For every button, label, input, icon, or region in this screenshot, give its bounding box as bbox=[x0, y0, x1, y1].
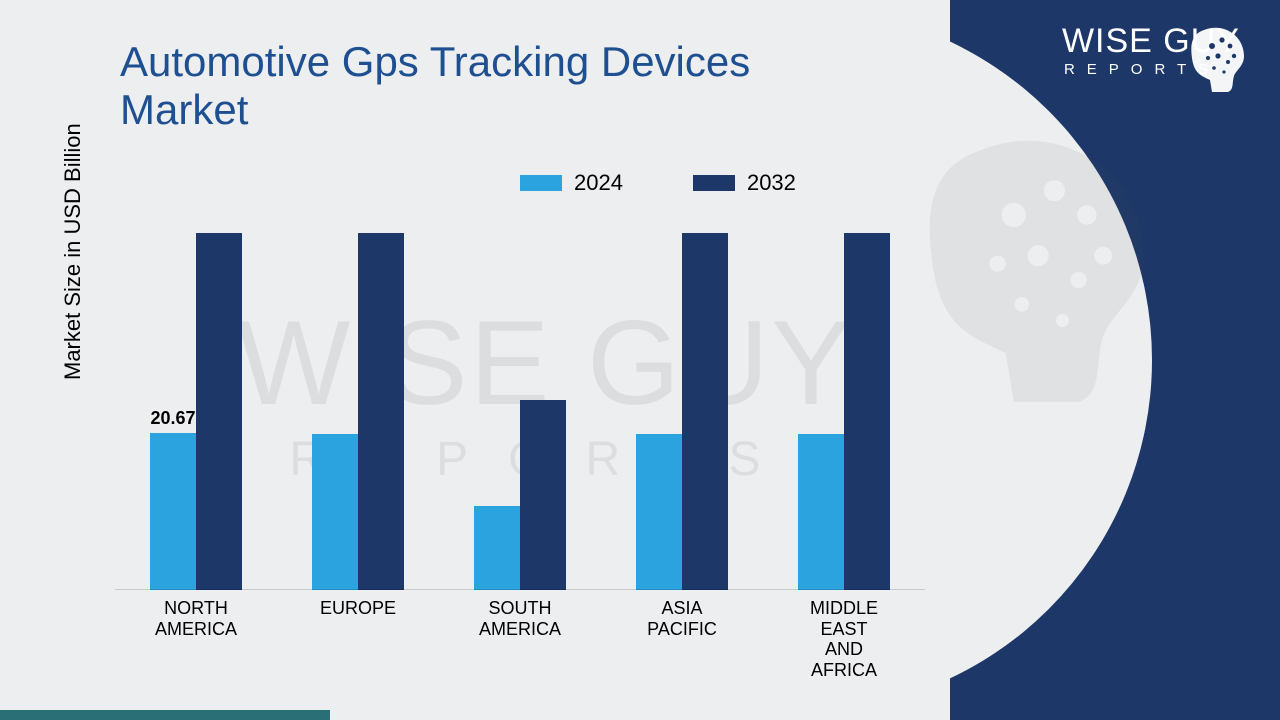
bar-2024: 20.67 bbox=[150, 433, 196, 590]
legend: 2024 2032 bbox=[520, 170, 796, 196]
legend-swatch-2024 bbox=[520, 175, 562, 191]
bar-2032 bbox=[196, 233, 242, 590]
accent-strip bbox=[0, 710, 330, 720]
bar-chart: 20.67NORTHAMERICAEUROPESOUTHAMERICAASIAP… bbox=[115, 210, 925, 590]
bar-2032 bbox=[682, 233, 728, 590]
bar-2032 bbox=[358, 233, 404, 590]
bar-2024 bbox=[636, 434, 682, 590]
brand-head-icon bbox=[1184, 26, 1248, 98]
x-axis-category-label: EUROPE bbox=[277, 590, 439, 619]
legend-swatch-2032 bbox=[693, 175, 735, 191]
bar-pair bbox=[474, 210, 566, 590]
x-axis-category-label: ASIAPACIFIC bbox=[601, 590, 763, 639]
legend-label-2032: 2032 bbox=[747, 170, 796, 196]
bar-2032 bbox=[520, 400, 566, 590]
bar-group: ASIAPACIFIC bbox=[601, 210, 763, 590]
legend-item-2024: 2024 bbox=[520, 170, 623, 196]
chart-title: Automotive Gps Tracking Devices Market bbox=[120, 38, 880, 135]
x-axis-category-label: NORTHAMERICA bbox=[115, 590, 277, 639]
legend-item-2032: 2032 bbox=[693, 170, 796, 196]
right-panel bbox=[950, 0, 1280, 720]
x-axis-category-label: SOUTHAMERICA bbox=[439, 590, 601, 639]
y-axis-label: Market Size in USD Billion bbox=[60, 123, 86, 380]
bar-group: 20.67NORTHAMERICA bbox=[115, 210, 277, 590]
bar-2024 bbox=[798, 434, 844, 590]
bar-pair bbox=[312, 210, 404, 590]
bar-group: MIDDLEEASTANDAFRICA bbox=[763, 210, 925, 590]
brand-logo: WISE GUY REPORTS bbox=[1062, 22, 1240, 78]
bar-2032 bbox=[844, 233, 890, 590]
bar-pair bbox=[798, 210, 890, 590]
bar-2024 bbox=[312, 434, 358, 590]
bar-value-label: 20.67 bbox=[150, 408, 196, 429]
bar-pair bbox=[636, 210, 728, 590]
bar-group: SOUTHAMERICA bbox=[439, 210, 601, 590]
x-axis-category-label: MIDDLEEASTANDAFRICA bbox=[763, 590, 925, 681]
x-axis-line bbox=[115, 589, 925, 590]
bar-pair: 20.67 bbox=[150, 210, 242, 590]
bar-group: EUROPE bbox=[277, 210, 439, 590]
legend-label-2024: 2024 bbox=[574, 170, 623, 196]
bar-2024 bbox=[474, 506, 520, 590]
